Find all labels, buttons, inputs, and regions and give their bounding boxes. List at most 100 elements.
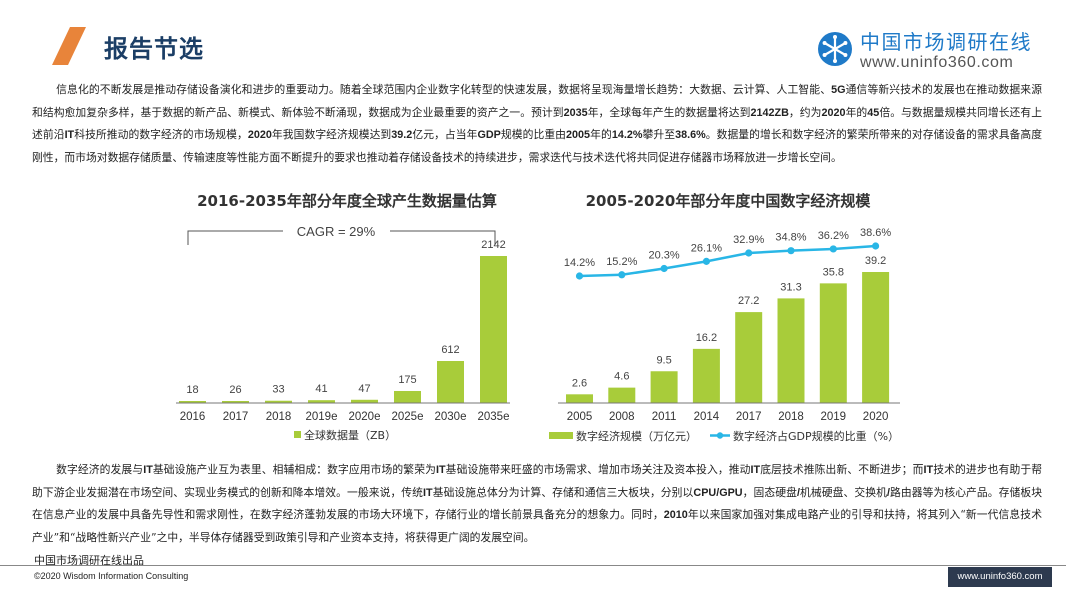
body-text: 攀升至 (642, 128, 676, 141)
body-text: ，约为 (788, 105, 822, 119)
bar-value-label: 18 (186, 384, 198, 396)
body-text: 年的 (845, 105, 868, 119)
x-tick-label: 2017 (223, 411, 249, 423)
emphasis-text: 5G (831, 84, 846, 96)
gdp-share-point (618, 271, 626, 279)
bar-2018 (777, 298, 805, 403)
body-text: 基础设施带来旺盛的市场需求、增加市场关注及资本投入，推动 (445, 463, 751, 476)
bar-value-label: 2142 (481, 239, 505, 251)
emphasis-text: 39.2 (391, 129, 413, 141)
legend-label-data-volume: 全球数据量（ZB） (304, 428, 396, 442)
gdp-share-label: 20.3% (648, 250, 679, 262)
gdp-share-point (787, 247, 795, 255)
bar-2005 (566, 394, 593, 403)
emphasis-text: 2020 (821, 106, 846, 119)
emphasis-text: 2142ZB (750, 106, 789, 119)
body-text: 规模的比重由 (500, 128, 567, 141)
x-tick-label: 2016 (180, 411, 206, 423)
analysis-paragraph: 数字经济的发展与IT基础设施产业互为表里、相辅相成：数字应用市场的繁荣为IT基础… (32, 459, 1042, 548)
producer-label: 中国市场调研在线出品 (34, 554, 144, 567)
gdp-share-label: 14.2% (564, 257, 595, 269)
x-tick-label: 2018 (266, 411, 292, 423)
global-data-volume-svg: 2016-2035年部分年度全球产生数据量估算 CAGR = 29% 18 26 3… (176, 192, 510, 442)
legend-marker-gdp-share (716, 432, 724, 439)
body-text: ，固态硬盘 (742, 485, 797, 499)
emphasis-text: 2010 (663, 509, 688, 521)
emphasis-text: 2035 (563, 106, 588, 119)
china-digital-economy-chart: 2005-2020年部分年度中国数字经济规模 2.6 4.6 9.5 16.2 27.2… (549, 186, 920, 450)
snowflake-logo-icon (818, 32, 852, 66)
x-tick-label: 2014 (694, 411, 720, 423)
bar-2008 (608, 387, 636, 403)
gdp-share-label: 36.2% (818, 230, 849, 242)
bar-2019e (308, 400, 335, 403)
body-text: 底层技术推陈出新、不断进步；而 (760, 463, 924, 476)
body-text: 基础设施总体分为计算、存储和通信三大板块，分别以 (432, 485, 694, 499)
body-text: 信息化的不断发展是推动存储设备演化和进步的重要动力。随着全球范围内企业数字化转型… (56, 83, 832, 96)
gdp-share-point (660, 264, 668, 273)
bar-2030e (437, 361, 464, 403)
emphasis-text: IT (923, 464, 934, 476)
emphasis-text: 38.6% (675, 129, 706, 141)
gdp-share-line (579, 244, 876, 278)
emphasis-text: IT (143, 464, 153, 476)
page-title: 报告节选 (104, 35, 204, 63)
body-text: 数字经济的发展与 (56, 463, 144, 476)
brand-name: 中国市场调研在线 (860, 30, 1032, 54)
brand-url[interactable]: www.uninfo360.com (860, 54, 1014, 71)
bar-value-label: 612 (441, 344, 459, 356)
body-text: 机械硬盘、交换机 (799, 485, 887, 499)
x-tick-label: 2018 (778, 411, 804, 423)
gdp-share-point (872, 242, 880, 250)
emphasis-text: / (886, 486, 890, 499)
gdp-share-point (745, 249, 753, 257)
cagr-label: CAGR = 29% (297, 224, 376, 239)
footer-url-link[interactable]: www.uninfo360.com (948, 567, 1052, 587)
bar-2020e (351, 399, 378, 403)
body-text: 年，全球每年产生的数据量将达到 (587, 105, 751, 119)
bar-2020 (862, 272, 890, 403)
gdp-share-label: 32.9% (733, 234, 764, 246)
body-text: 倍。与数据量规模共同增长还有上述前沿 (32, 105, 1043, 142)
x-tick-label: 2019e (306, 411, 338, 423)
emphasis-text: 14.2% (611, 129, 643, 141)
bar-2017 (735, 312, 763, 403)
emphasis-text: 2005 (566, 129, 591, 141)
cagr-bracket: CAGR = 29% (187, 224, 496, 245)
legend-swatch-data-volume (294, 431, 301, 438)
x-tick-label: 2020e (349, 411, 381, 423)
gdp-share-point (702, 257, 710, 265)
emphasis-text: 2020 (247, 129, 272, 141)
bar-value-label: 47 (358, 383, 370, 395)
bar-value-label: 27.2 (738, 295, 759, 307)
emphasis-text: CPU/GPU (693, 486, 743, 499)
body-text: 年我国数字经济规模达到 (271, 128, 392, 141)
bar-2035e (480, 256, 507, 403)
x-tick-label: 2011 (652, 411, 677, 423)
title-accent-slash (52, 27, 86, 65)
bar-value-label: 39.2 (865, 255, 886, 267)
chart1-legend: 全球数据量（ZB） (294, 428, 396, 442)
x-tick-label: 2008 (609, 411, 635, 423)
intro-paragraph: 信息化的不断发展是推动存储设备演化和进步的重要动力。随着全球范围内企业数字化转型… (32, 79, 1042, 168)
gdp-share-label: 34.8% (775, 232, 806, 244)
chart1-title: 2016-2035年部分年度全球产生数据量估算 (197, 192, 497, 210)
x-tick-label: 2025e (392, 411, 424, 423)
legend-swatch-economy-scale (549, 432, 573, 439)
bar-value-label: 26 (229, 384, 241, 396)
bar-2018 (265, 400, 292, 403)
body-text: 技术的进步也有助于帮助下游企业发掘潜在市场空间、实现业务模式的创新和降本增效。一… (32, 463, 1043, 499)
body-text: 年的 (590, 128, 612, 141)
gdp-share-label: 38.6% (860, 227, 891, 239)
body-text: 路由器等为核心产品。存储板块在信息产业的发展中具备先导性和需求刚性，在数字经济蓬… (32, 485, 1043, 522)
x-tick-label: 2020 (863, 411, 889, 423)
gdp-share-point (829, 245, 837, 253)
body-text: 年以来国家加强对集成电路产业的引导和扶持，将其列入“新一代信息技术产业”和“战略… (32, 508, 1042, 544)
chart2-legend: 数字经济规模（万亿元） 数字经济占GDP规模的比重（%） (549, 429, 899, 443)
x-tick-label: 2019 (821, 411, 847, 423)
emphasis-text: IT (435, 464, 446, 476)
bar-value-label: 35.8 (823, 266, 844, 278)
bar-value-label: 16.2 (696, 332, 717, 344)
emphasis-text: GDP (477, 129, 501, 141)
bar-2025e (394, 390, 421, 403)
